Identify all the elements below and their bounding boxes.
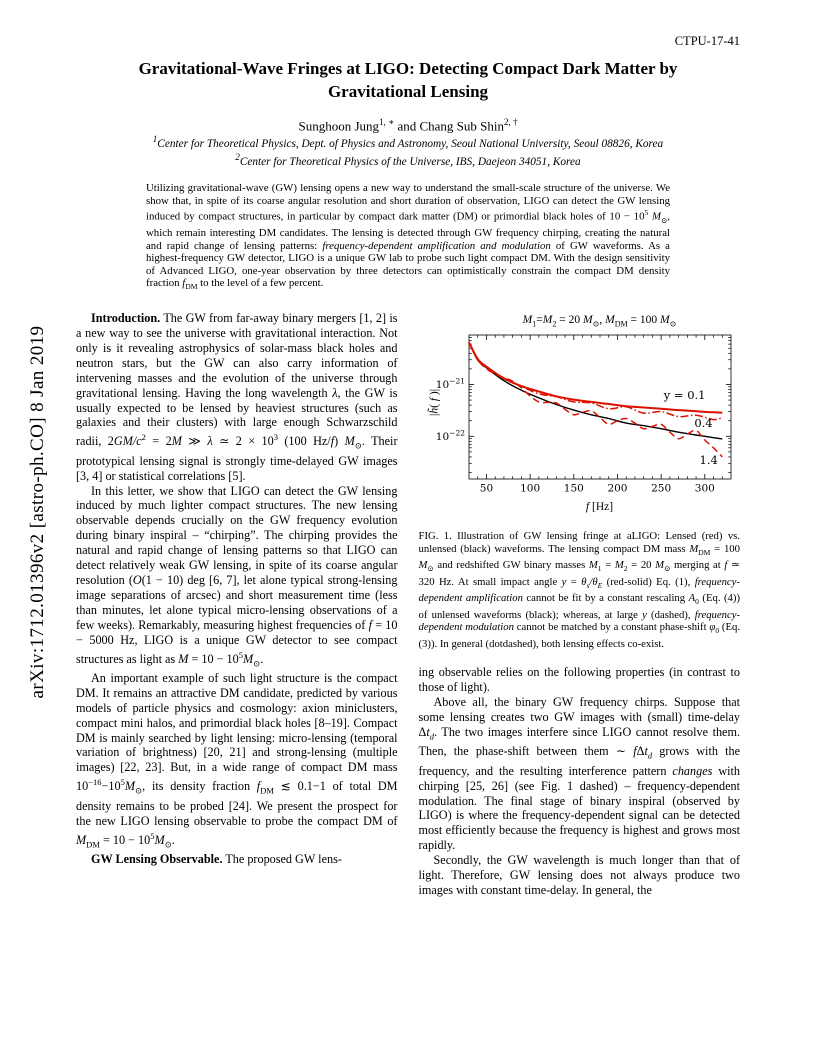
svg-text:250: 250 bbox=[651, 483, 671, 495]
authors-line: Sunghoon Jung1, ∗ and Chang Sub Shin2, † bbox=[298, 116, 518, 133]
left-column: Introduction. The GW from far-away binar… bbox=[76, 311, 398, 898]
figure-1: 50 100 150 200 250 300 10−21 10−22 y = 0.1 0.4 1.4… bbox=[419, 313, 740, 520]
figure-1-caption: FIG. 1. Illustration of GW lensing fring… bbox=[418, 530, 741, 650]
annotation-label: y = 0.1 bbox=[662, 388, 705, 402]
plot-frame bbox=[468, 334, 731, 480]
arxiv-stamp: arXiv:1712.01396v2 [astro-ph.CO] 8 Jan 2… bbox=[27, 325, 48, 699]
right-column: 50 100 150 200 250 300 10−21 10−22 y = 0.1 0.4 1.4… bbox=[419, 311, 741, 898]
affiliation-1: 1Center for Theoretical Physics, Dept. o… bbox=[152, 133, 664, 150]
series-lensed-y-0-4-dotdashed- bbox=[467, 342, 723, 421]
svg-text:10−21: 10−21 bbox=[435, 377, 464, 392]
paper-content: Gravitational-Wave Fringes at LIGO: Dete… bbox=[76, 58, 740, 898]
paragraph-letter: In this letter, we show that LIGO can de… bbox=[76, 483, 398, 669]
series-lensed-y-1-4-dashed- bbox=[467, 342, 723, 458]
paragraph-chirping: Above all, the binary GW frequency chirp… bbox=[418, 695, 741, 853]
chart-x-axis-label: f [Hz] bbox=[585, 501, 614, 514]
paragraph-wavelength: Secondly, the GW wavelength is much long… bbox=[418, 853, 741, 897]
waveform-chart: 50 100 150 200 250 300 10−21 10−22 y = 0.1 0.4 1.4 bbox=[435, 334, 731, 495]
paragraph-continuation: ing observable relies on the following p… bbox=[418, 665, 741, 695]
paper-title: Gravitational-Wave Fringes at LIGO: Dete… bbox=[138, 59, 678, 101]
series-lensed-y-0-1-red-solid- bbox=[467, 341, 722, 414]
affiliation-2: 2Center for Theoretical Physics of the U… bbox=[235, 151, 581, 168]
paragraph-gw-lensing-observable: GW Lensing Observable. The proposed GW l… bbox=[91, 851, 342, 866]
preprint-number: CTPU-17-41 bbox=[674, 34, 740, 48]
series-unlensed-black- bbox=[467, 342, 722, 440]
abstract: Utilizing gravitational-wave (GW) lensin… bbox=[146, 182, 670, 292]
annotation-label: 1.4 bbox=[699, 453, 717, 467]
svg-text:150: 150 bbox=[563, 483, 583, 495]
two-column-body: Introduction. The GW from far-away binar… bbox=[76, 311, 740, 898]
paragraph-introduction: Introduction. The GW from far-away binar… bbox=[76, 311, 398, 483]
svg-text:50: 50 bbox=[479, 483, 492, 495]
chart-title: M1=M2 = 20 M⊙, MDM = 100 M⊙ bbox=[522, 314, 677, 329]
paragraph-compact-dm: An important example of such light struc… bbox=[76, 670, 398, 850]
annotation-label: 0.4 bbox=[694, 416, 712, 430]
svg-text:300: 300 bbox=[694, 483, 714, 495]
svg-text:200: 200 bbox=[607, 483, 627, 495]
svg-text:100: 100 bbox=[520, 483, 540, 495]
svg-text:10−22: 10−22 bbox=[435, 428, 464, 443]
chart-y-axis-label: |h̃( f )| bbox=[428, 389, 441, 417]
